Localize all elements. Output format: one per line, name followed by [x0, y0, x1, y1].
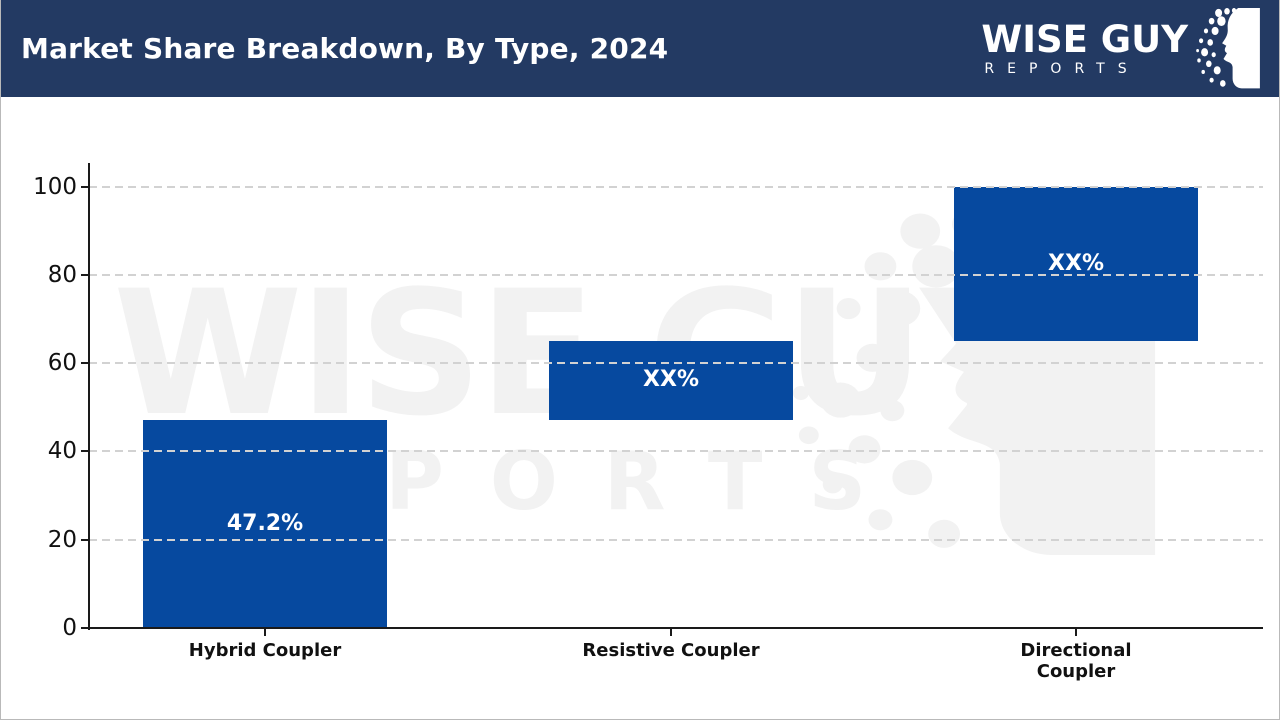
y-axis-line	[88, 163, 90, 630]
logo-text: WISE GUY REPORTS	[981, 21, 1188, 76]
x-axis-category-label: Directional Coupler	[1020, 640, 1132, 683]
wise-guy-reports-logo: WISE GUY REPORTS	[981, 7, 1262, 90]
bar-segment	[954, 186, 1198, 342]
y-axis-tick-mark	[81, 362, 89, 365]
y-axis-tick-mark	[81, 627, 89, 629]
bar-value-label: XX%	[1048, 250, 1104, 276]
y-axis-tick-mark	[81, 450, 89, 453]
bar-value-label: 47.2%	[226, 510, 304, 536]
x-axis-category-label: Resistive Coupler	[582, 640, 760, 661]
header: Market Share Breakdown, By Type, 2024 WI…	[1, 0, 1279, 97]
gridline	[89, 362, 1263, 365]
bar-segment	[143, 419, 387, 628]
y-axis-tick-mark	[81, 273, 89, 276]
face-dots-icon	[1196, 7, 1260, 88]
logo-wordmark: WISE GUY	[981, 18, 1188, 61]
gridline	[89, 538, 1263, 541]
page-title: Market Share Breakdown, By Type, 2024	[21, 32, 669, 65]
y-axis-tick-label: 100	[33, 173, 77, 200]
bar-value-label: XX%	[643, 367, 699, 393]
y-axis-tick-mark	[81, 185, 89, 188]
y-axis-tick-mark	[81, 538, 89, 541]
x-axis-category-label: Hybrid Coupler	[188, 640, 342, 661]
gridline	[89, 185, 1263, 188]
y-axis-tick-label: 20	[47, 526, 77, 553]
x-axis-tick-mark	[264, 629, 266, 636]
gridline	[89, 273, 1263, 276]
x-axis-tick-mark	[1075, 629, 1077, 636]
x-axis-line	[88, 627, 1263, 629]
y-axis-tick-label: 40	[47, 438, 77, 465]
y-axis-tick-label: 0	[62, 615, 77, 641]
logo-subtext: REPORTS	[984, 61, 1140, 77]
y-axis-tick-label: 60	[47, 350, 77, 377]
gridline	[89, 450, 1263, 453]
y-axis-tick-label: 80	[47, 261, 77, 288]
x-axis-tick-mark	[670, 629, 672, 636]
bar-segment	[549, 341, 793, 420]
